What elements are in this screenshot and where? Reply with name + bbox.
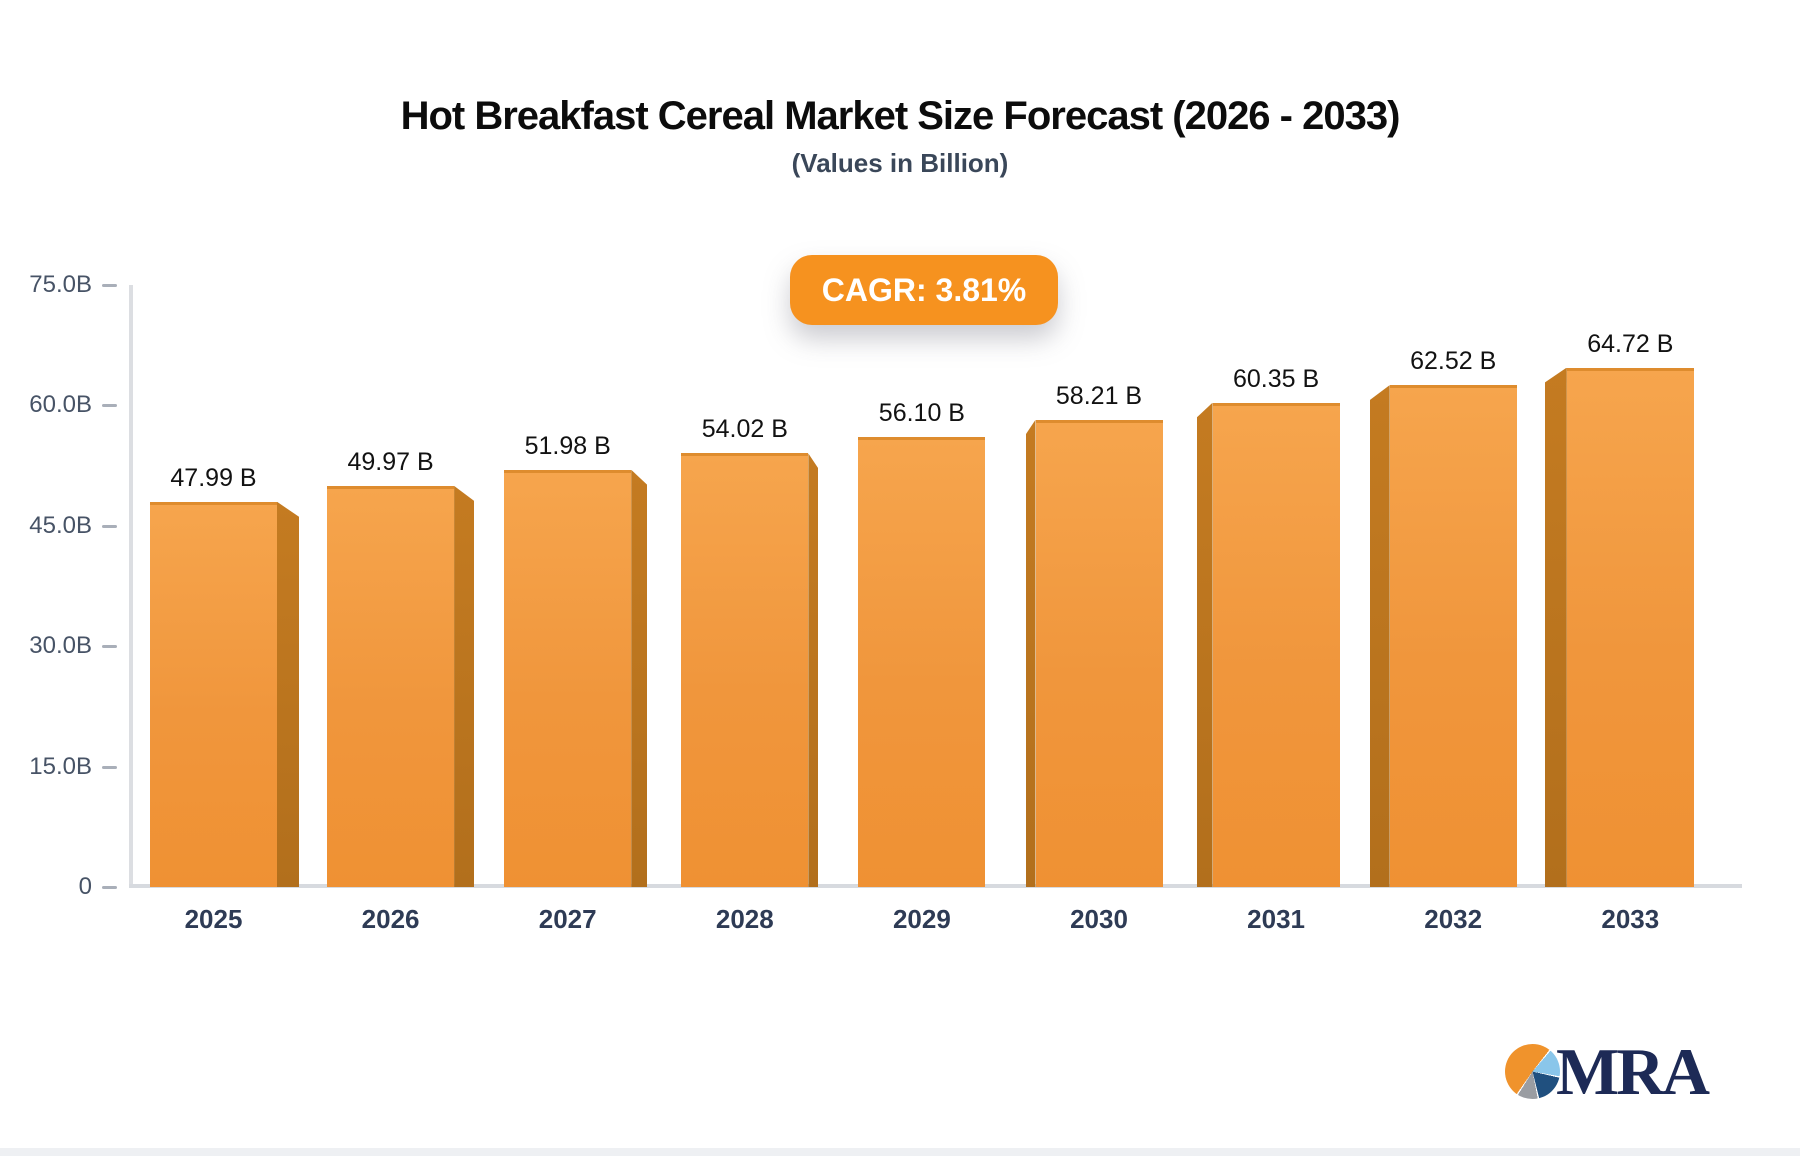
bar-2033 <box>1566 367 1694 887</box>
chart-subtitle: (Values in Billion) <box>791 148 1009 178</box>
bar-2032 <box>1389 385 1517 887</box>
x-tick-label-2033: 2033 <box>1601 904 1660 934</box>
bar-value-label: 51.98 B <box>524 431 611 460</box>
y-tick-label: 45.0B <box>29 511 92 539</box>
y-tick-mark <box>102 284 117 287</box>
bar-side-face <box>631 469 648 887</box>
bar-side-face <box>277 501 299 887</box>
bar-2030 <box>1035 419 1163 887</box>
bar-side-face <box>1025 419 1036 887</box>
y-tick-label: 0 <box>78 873 92 900</box>
bar-2027 <box>504 469 632 887</box>
bar-2025 <box>150 501 277 887</box>
bar-value-label: 58.21 B <box>1055 381 1143 410</box>
x-tick-label-2031: 2031 <box>1247 904 1306 934</box>
bar-side-face <box>1369 385 1390 887</box>
bar-side-face <box>1544 367 1567 887</box>
x-tick-label-2032: 2032 <box>1424 904 1483 934</box>
cagr-badge: CAGR: 3.81% <box>790 255 1058 325</box>
y-tick-mark <box>102 404 117 408</box>
logo-text: MRA <box>1556 1035 1710 1109</box>
y-tick-mark <box>102 524 117 528</box>
x-tick-label-2025: 2025 <box>184 904 243 934</box>
bar-2029 <box>858 436 986 887</box>
bar-side-face <box>454 485 475 887</box>
y-tick-label: 15.0B <box>29 752 92 780</box>
x-tick-label-2028: 2028 <box>715 904 774 934</box>
x-tick-label-2030: 2030 <box>1070 904 1128 934</box>
bar-value-label: 62.52 B <box>1410 347 1497 376</box>
mra-logo: MRA <box>1505 1038 1745 1108</box>
y-tick-mark <box>102 765 117 769</box>
bar-value-label: 49.97 B <box>347 447 434 476</box>
y-tick-mark <box>102 886 117 889</box>
y-axis-line <box>129 285 133 888</box>
y-tick-label: 60.0B <box>29 391 92 419</box>
bar-value-label: 47.99 B <box>170 463 257 492</box>
y-tick-label: 30.0B <box>29 632 92 660</box>
bar-value-label: 60.35 B <box>1233 364 1320 393</box>
x-tick-label-2029: 2029 <box>892 904 951 934</box>
x-tick-label-2026: 2026 <box>361 904 420 934</box>
bottom-edge-divider <box>0 1148 1800 1156</box>
chart-title: Hot Breakfast Cereal Market Size Forecas… <box>400 94 1401 138</box>
bar-2028 <box>681 453 809 887</box>
y-tick-mark <box>102 645 117 649</box>
x-tick-label-2027: 2027 <box>538 904 597 934</box>
y-tick-label: 75.0B <box>29 271 92 298</box>
bar-value-label: 54.02 B <box>701 415 788 444</box>
bar-value-label: 64.72 B <box>1587 329 1674 358</box>
bar-2031 <box>1212 402 1340 887</box>
bar-value-label: 56.10 B <box>878 398 965 427</box>
bar-side-face <box>1196 402 1213 887</box>
bar-2026 <box>327 485 455 887</box>
pie-chart-logo-icon <box>1505 1044 1560 1099</box>
bar-side-face <box>808 453 819 887</box>
